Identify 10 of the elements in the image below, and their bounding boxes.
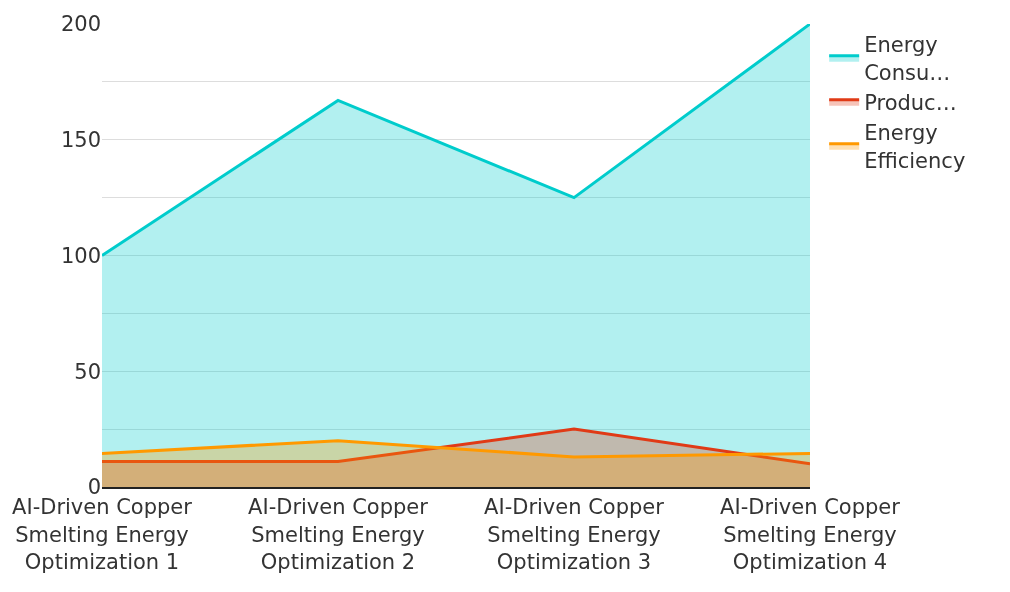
x-tick-label: AI-Driven Copper Smelting Energy Optimization 3 [484,495,665,574]
legend-label: Produc… [864,90,957,115]
y-tick-label: 100 [60,243,101,268]
y-tick-label: 150 [60,128,101,153]
y-tick-label: 200 [60,12,101,37]
legend-label: Energy Efficiency [864,121,966,173]
legend-label: Energy Consu… [864,33,951,85]
y-tick-label: 50 [74,359,101,384]
x-tick-label: AI-Driven Copper Smelting Energy Optimization 2 [248,495,429,574]
x-tick-label: AI-Driven Copper Smelting Energy Optimization 4 [720,495,901,574]
